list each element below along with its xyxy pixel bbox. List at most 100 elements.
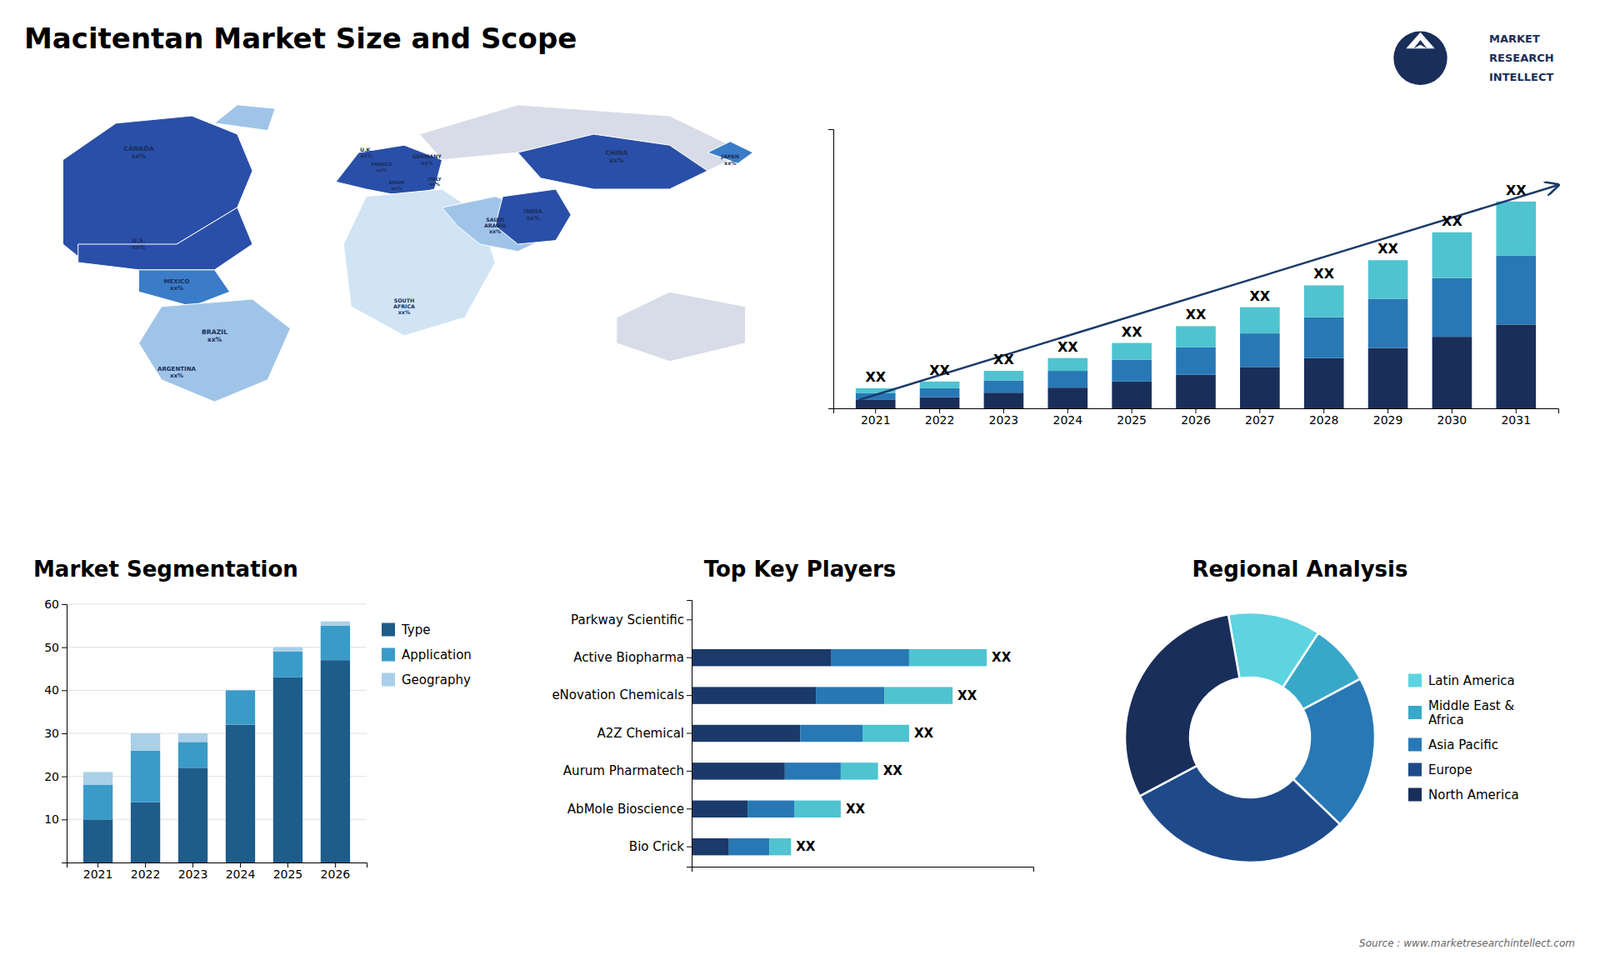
tick: 2031 bbox=[1500, 408, 1531, 427]
bar-segment bbox=[855, 400, 896, 409]
text-line: Africa bbox=[1428, 712, 1465, 728]
bar-segment bbox=[273, 647, 303, 652]
logo-text: MARKET bbox=[1489, 32, 1540, 45]
tick-mark bbox=[61, 819, 67, 820]
country-shape bbox=[215, 105, 276, 131]
text-line: Type bbox=[400, 622, 430, 638]
chart-title: Market Segmentation bbox=[33, 556, 299, 582]
map-label: SAUDIARABIAxx% bbox=[484, 216, 507, 235]
data-label: XX bbox=[1377, 240, 1399, 257]
data-label: XX bbox=[1057, 339, 1079, 355]
country-shape bbox=[616, 291, 746, 362]
chart-title: Top Key Players bbox=[704, 556, 897, 582]
text-line: MEXICO bbox=[164, 278, 190, 285]
map-label: U.S.xx% bbox=[131, 237, 145, 251]
tick-label: 2026 bbox=[1180, 413, 1211, 427]
data-label: XX bbox=[929, 362, 950, 379]
tick: 2028 bbox=[1309, 408, 1340, 427]
bars bbox=[691, 649, 987, 855]
text-line: Latin America bbox=[1428, 673, 1515, 689]
bar-segment bbox=[800, 725, 863, 742]
legend-item: Asia Pacific bbox=[1408, 737, 1499, 753]
axis-line bbox=[692, 867, 1035, 873]
map-label: BRAZILxx% bbox=[201, 328, 228, 344]
text-line: ARGENTINA bbox=[157, 365, 196, 373]
tick-mark bbox=[61, 776, 67, 778]
bar-segment bbox=[130, 750, 160, 803]
legend-label: Type bbox=[400, 622, 430, 638]
text-line: ITALY bbox=[427, 176, 442, 182]
bar-segment bbox=[920, 397, 960, 409]
map-label: JAPANxx% bbox=[720, 153, 740, 165]
tick-label: 2031 bbox=[1500, 413, 1531, 427]
tick-mark bbox=[61, 690, 67, 691]
data-label: XX bbox=[1185, 306, 1207, 323]
data-label: XX bbox=[865, 369, 886, 385]
bar-segment bbox=[984, 370, 1025, 380]
data-label: XX bbox=[1441, 213, 1463, 230]
text-line: Application bbox=[401, 647, 472, 663]
tick-mark bbox=[686, 657, 692, 659]
legend-item: Europe bbox=[1408, 762, 1473, 778]
tick-label: 2024 bbox=[1052, 413, 1083, 427]
bar-segment bbox=[1111, 360, 1152, 382]
bar-segment bbox=[729, 838, 770, 855]
map-label: CHINAxx% bbox=[605, 149, 628, 165]
tick-label: 2028 bbox=[1309, 413, 1340, 427]
logo-notch bbox=[1413, 40, 1427, 49]
legend-item: Type bbox=[381, 622, 430, 638]
bar-segment bbox=[320, 660, 350, 863]
tick: Aurum Pharmatech bbox=[563, 763, 692, 779]
tick-mark bbox=[686, 619, 692, 620]
tick-label: 2025 bbox=[1116, 413, 1147, 427]
axis-line bbox=[686, 600, 693, 868]
country-shape bbox=[518, 134, 709, 190]
bar-segment bbox=[273, 677, 303, 863]
tick-label: Aurum Pharmatech bbox=[563, 763, 685, 779]
bar-segment bbox=[130, 733, 160, 751]
tick-label: Parkway Scientific bbox=[570, 612, 685, 628]
text-line: CANADA bbox=[123, 145, 154, 153]
bar-segment bbox=[1368, 299, 1409, 349]
bar-segment bbox=[225, 690, 255, 691]
text-line: xx% bbox=[526, 215, 540, 222]
grid-line bbox=[66, 604, 367, 605]
tick: 50 bbox=[44, 640, 67, 655]
tick-label: 2023 bbox=[989, 413, 1020, 427]
tick-mark bbox=[61, 604, 67, 605]
tick: 2030 bbox=[1437, 408, 1468, 427]
tick: 2021 bbox=[860, 408, 891, 427]
tick: 60 bbox=[44, 597, 67, 611]
bar-segment bbox=[225, 690, 255, 725]
text-line: BRAZIL bbox=[201, 328, 228, 336]
tick-label: 2029 bbox=[1373, 413, 1404, 427]
data-label: XX bbox=[1121, 324, 1143, 340]
data-label: XX bbox=[845, 801, 866, 817]
map-label: SOUTHAFRICAxx% bbox=[393, 297, 415, 315]
text-line: North America bbox=[1428, 787, 1520, 803]
tick-label: A2Z Chemical bbox=[597, 725, 685, 741]
text-line: SOUTH bbox=[394, 297, 415, 304]
bar-segment bbox=[1047, 370, 1088, 388]
tick-label: 10 bbox=[44, 812, 60, 826]
legend-item: North America bbox=[1408, 787, 1520, 803]
bar-segment bbox=[1175, 375, 1216, 409]
bar-segment bbox=[984, 392, 1025, 409]
tick-label: 60 bbox=[44, 597, 60, 611]
logo: MARKETRESEARCHINTELLECT bbox=[1393, 31, 1554, 85]
country-shape bbox=[78, 207, 253, 270]
bar-segment bbox=[83, 819, 113, 863]
tick-label: 2027 bbox=[1245, 413, 1275, 427]
bar-segment bbox=[831, 649, 910, 666]
text-line: INDIA bbox=[524, 208, 544, 215]
x-axis: 202120222023202420252026 bbox=[67, 862, 368, 881]
y-axis: Parkway ScientificActive BiopharmaeNovat… bbox=[551, 600, 692, 868]
legend-item: Geography bbox=[381, 672, 471, 688]
tick-label: 20 bbox=[44, 770, 60, 784]
country-shape bbox=[335, 145, 442, 197]
map-label: MEXICOxx% bbox=[164, 278, 190, 292]
text-line: U.S. bbox=[131, 237, 145, 245]
tick: Bio Crick bbox=[629, 839, 692, 855]
bar-segment bbox=[984, 380, 1025, 393]
bar-segment bbox=[1432, 336, 1473, 409]
